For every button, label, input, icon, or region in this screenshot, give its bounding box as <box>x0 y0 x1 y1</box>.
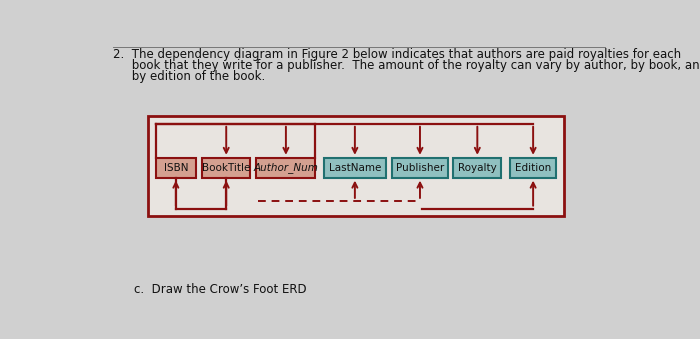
Text: c.  Draw the Crow’s Foot ERD: c. Draw the Crow’s Foot ERD <box>134 283 307 296</box>
Bar <box>148 116 564 216</box>
Bar <box>392 158 448 178</box>
Bar <box>202 158 251 178</box>
Bar <box>510 158 556 178</box>
Text: BookTitle: BookTitle <box>202 163 251 173</box>
Bar <box>155 158 196 178</box>
Text: Edition: Edition <box>515 163 552 173</box>
Text: by edition of the book.: by edition of the book. <box>113 70 265 83</box>
Text: ISBN: ISBN <box>164 163 188 173</box>
Text: 2.  The dependency diagram in Figure 2 below indicates that authors are paid roy: 2. The dependency diagram in Figure 2 be… <box>113 48 681 61</box>
Bar <box>454 158 501 178</box>
Text: Author_Num: Author_Num <box>253 162 318 173</box>
Text: book that they write for a publisher.  The amount of the royalty can vary by aut: book that they write for a publisher. Th… <box>113 59 700 72</box>
Text: Publisher: Publisher <box>396 163 444 173</box>
Text: Royalty: Royalty <box>458 163 497 173</box>
Text: LastName: LastName <box>329 163 381 173</box>
Bar <box>324 158 386 178</box>
Bar <box>256 158 315 178</box>
